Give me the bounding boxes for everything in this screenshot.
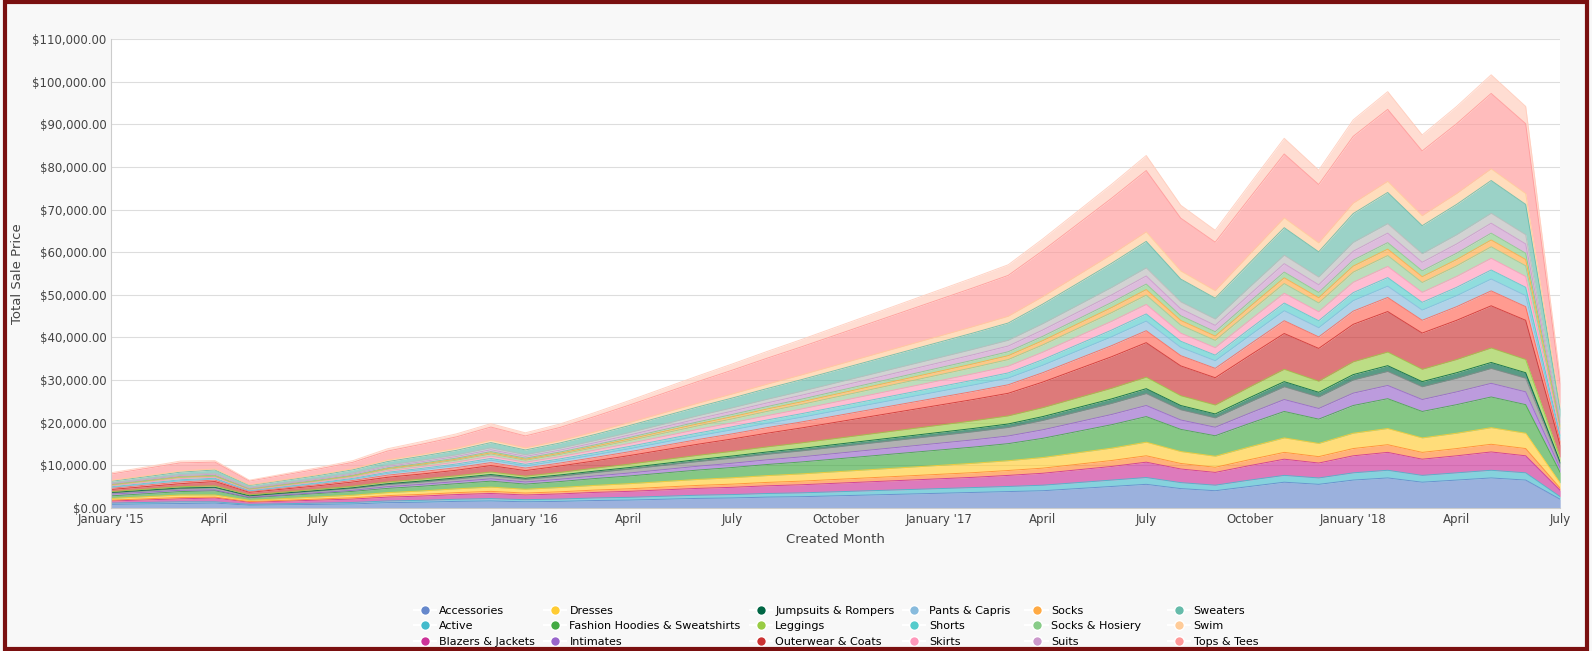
X-axis label: Created Month: Created Month bbox=[786, 533, 885, 546]
Y-axis label: Total Sale Price: Total Sale Price bbox=[11, 223, 24, 324]
Legend: Accessories, Active, Blazers & Jackets, Clothing Sets, Dresses, Fashion Hoodies : Accessories, Active, Blazers & Jackets, … bbox=[411, 602, 1261, 651]
